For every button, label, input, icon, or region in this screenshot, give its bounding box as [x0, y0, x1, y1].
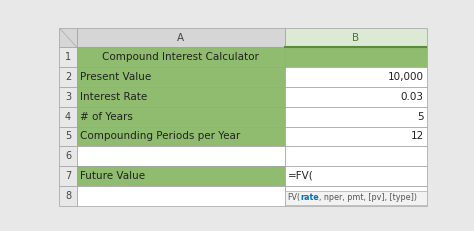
- Text: Compound Interest Calculator: Compound Interest Calculator: [102, 52, 259, 62]
- Text: 6: 6: [65, 151, 71, 161]
- Bar: [59, 166, 77, 186]
- Text: 12: 12: [410, 131, 424, 141]
- Bar: [59, 87, 77, 107]
- Bar: [59, 28, 77, 48]
- Text: FV(: FV(: [287, 193, 300, 202]
- Bar: [59, 67, 77, 87]
- Bar: [285, 67, 427, 87]
- Bar: [77, 186, 285, 206]
- Bar: [77, 166, 285, 186]
- Bar: [77, 67, 285, 87]
- Text: # of Years: # of Years: [80, 112, 133, 122]
- Text: 4: 4: [65, 112, 71, 122]
- Bar: [285, 28, 427, 48]
- Bar: [59, 107, 77, 127]
- Text: B: B: [352, 33, 359, 43]
- Text: rate: rate: [300, 193, 319, 202]
- Text: Interest Rate: Interest Rate: [80, 92, 147, 102]
- Bar: [59, 48, 77, 67]
- Bar: [59, 146, 77, 166]
- Text: A: A: [177, 33, 184, 43]
- Text: 5: 5: [417, 112, 424, 122]
- Bar: [77, 48, 285, 67]
- Text: 0.03: 0.03: [401, 92, 424, 102]
- Bar: [285, 127, 427, 146]
- Text: 1: 1: [65, 52, 71, 62]
- Text: Present Value: Present Value: [80, 72, 151, 82]
- Text: 8: 8: [65, 191, 71, 201]
- Text: 5: 5: [65, 131, 71, 141]
- Bar: [285, 87, 427, 107]
- Bar: [285, 107, 427, 127]
- Bar: [77, 127, 285, 146]
- Bar: [77, 107, 285, 127]
- Bar: [285, 48, 427, 67]
- Bar: [77, 146, 285, 166]
- Bar: [59, 127, 77, 146]
- Text: 2: 2: [65, 72, 71, 82]
- Bar: [285, 146, 427, 166]
- Text: 7: 7: [65, 171, 71, 181]
- Bar: [59, 186, 77, 206]
- Bar: [285, 166, 427, 186]
- Text: , nper, pmt, [pv], [type]): , nper, pmt, [pv], [type]): [319, 193, 417, 202]
- Text: =FV(: =FV(: [288, 171, 314, 181]
- Text: Future Value: Future Value: [80, 171, 145, 181]
- Text: 10,000: 10,000: [388, 72, 424, 82]
- Bar: [77, 87, 285, 107]
- Bar: [285, 191, 427, 205]
- Text: Compounding Periods per Year: Compounding Periods per Year: [80, 131, 240, 141]
- Text: 3: 3: [65, 92, 71, 102]
- Bar: [285, 186, 427, 206]
- Bar: [77, 28, 285, 48]
